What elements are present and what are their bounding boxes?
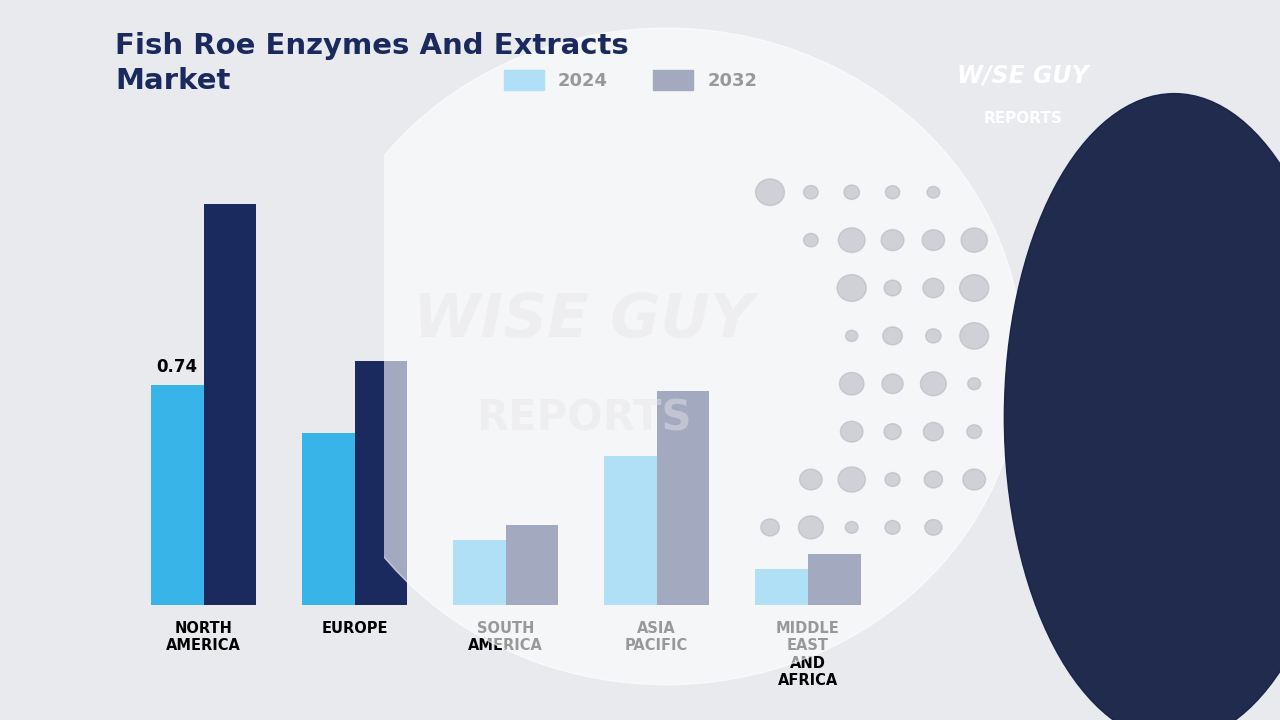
Circle shape (844, 185, 860, 199)
Circle shape (963, 469, 986, 490)
Text: 0.74: 0.74 (156, 359, 197, 377)
Text: REPORTS: REPORTS (984, 112, 1062, 126)
Circle shape (755, 179, 785, 205)
Circle shape (883, 327, 902, 345)
Bar (808, 554, 860, 605)
Bar (151, 385, 204, 605)
Circle shape (884, 280, 901, 296)
Circle shape (886, 186, 900, 199)
Bar (657, 391, 709, 605)
Circle shape (884, 521, 900, 534)
Text: REPORTS: REPORTS (476, 397, 691, 440)
Bar (453, 539, 506, 605)
Circle shape (881, 230, 904, 251)
Circle shape (920, 372, 946, 396)
Bar (302, 433, 355, 605)
Circle shape (838, 228, 865, 253)
Circle shape (800, 469, 822, 490)
Circle shape (882, 374, 904, 394)
Text: Fish Roe Enzymes And Extracts
Market: Fish Roe Enzymes And Extracts Market (115, 32, 628, 95)
Text: WISE GUY: WISE GUY (413, 292, 754, 351)
Bar (604, 456, 657, 605)
Circle shape (924, 471, 942, 488)
Text: W/SE GUY: W/SE GUY (957, 63, 1089, 88)
Circle shape (804, 233, 818, 247)
Legend: 2024, 2032: 2024, 2032 (495, 60, 767, 99)
Circle shape (884, 472, 900, 487)
Circle shape (925, 520, 942, 535)
Circle shape (845, 521, 858, 534)
Circle shape (927, 186, 940, 198)
Circle shape (922, 230, 945, 251)
Circle shape (925, 329, 941, 343)
Circle shape (841, 421, 863, 442)
Circle shape (760, 519, 780, 536)
Bar (355, 361, 407, 605)
Circle shape (966, 425, 982, 438)
Circle shape (310, 28, 1023, 685)
Circle shape (968, 378, 980, 390)
Circle shape (960, 323, 988, 349)
Circle shape (804, 186, 818, 199)
Circle shape (1005, 94, 1280, 720)
Bar (506, 525, 558, 605)
Circle shape (960, 274, 988, 302)
Circle shape (923, 279, 943, 297)
Bar (755, 570, 808, 605)
Circle shape (799, 516, 823, 539)
Circle shape (961, 228, 987, 252)
Circle shape (846, 330, 858, 341)
Circle shape (840, 372, 864, 395)
Circle shape (884, 423, 901, 440)
Circle shape (923, 423, 943, 441)
Circle shape (838, 467, 865, 492)
Bar (204, 204, 256, 605)
Circle shape (837, 274, 867, 302)
